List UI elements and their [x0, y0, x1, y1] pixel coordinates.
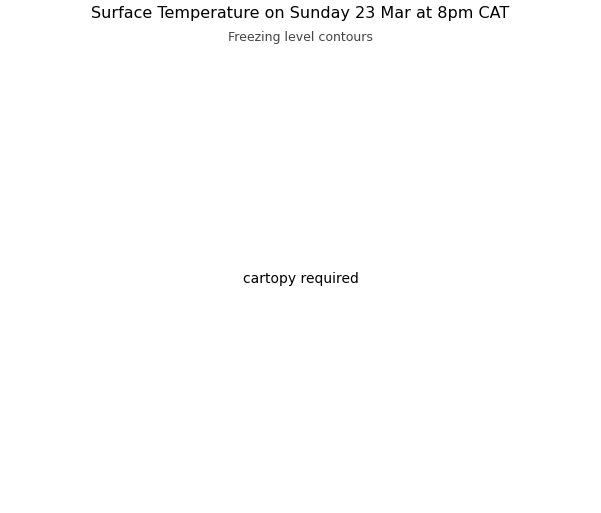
Text: Surface Temperature on Sunday 23 Mar at 8pm CAT: Surface Temperature on Sunday 23 Mar at … [91, 6, 510, 21]
Text: Freezing level contours: Freezing level contours [228, 30, 373, 44]
Text: cartopy required: cartopy required [243, 272, 358, 286]
